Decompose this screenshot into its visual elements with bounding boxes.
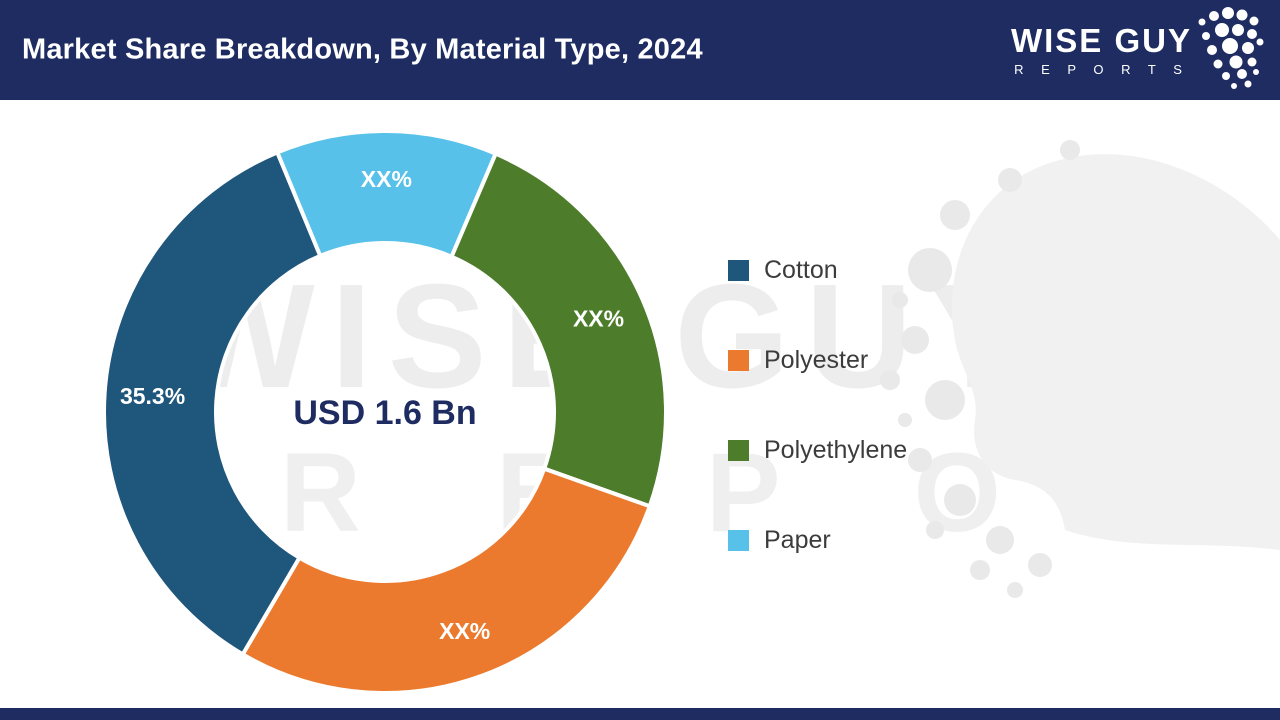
donut-segment-cotton	[102, 150, 323, 657]
legend: Cotton Polyester Polyethylene Paper	[728, 255, 907, 615]
segment-value-label-polyethylene: XX%	[573, 306, 624, 332]
donut-center-value: USD 1.6 Bn	[293, 394, 476, 432]
segment-value-label-paper: XX%	[361, 166, 412, 192]
donut-segments: 35.3% XX% XX% XX%	[102, 129, 668, 695]
footer-bar	[0, 708, 1280, 720]
brand-logo-text: WISE GUY R E P O R T S	[1010, 22, 1192, 77]
legend-item-polyester: Polyester	[728, 345, 907, 375]
legend-swatch-paper	[728, 529, 749, 551]
head-dots	[880, 140, 1080, 598]
brand-logo: WISE GUY R E P O R T S	[1011, 4, 1268, 96]
legend-label-polyethylene: Polyethylene	[764, 435, 908, 464]
page-title: Market Share Breakdown, By Material Type…	[22, 33, 703, 66]
brand-name: WISE GUY	[1010, 22, 1192, 60]
head-silhouette	[951, 154, 1280, 550]
legend-swatch-polyester	[728, 349, 749, 371]
header-bar: Market Share Breakdown, By Material Type…	[0, 0, 1280, 100]
donut-segment-polyester	[240, 466, 652, 695]
donut-chart-container: 35.3% XX% XX% XX% USD 1.6 Bn	[95, 122, 675, 702]
legend-label-polyester: Polyester	[764, 345, 869, 374]
donut-segment-polyethylene	[449, 151, 668, 509]
legend-label-paper: Paper	[764, 525, 831, 554]
legend-item-polyethylene: Polyethylene	[728, 435, 907, 465]
legend-swatch-polyethylene	[728, 439, 749, 461]
donut-chart: 35.3% XX% XX% XX% USD 1.6 Bn	[102, 129, 668, 695]
brand-subtitle: R E P O R T S	[1014, 61, 1189, 77]
legend-swatch-cotton	[728, 259, 749, 281]
logo-head-dots-icon	[1198, 7, 1264, 89]
segment-value-label-polyester: XX%	[439, 618, 490, 644]
legend-item-paper: Paper	[728, 525, 907, 555]
segment-value-label-cotton: 35.3%	[120, 383, 185, 409]
legend-item-cotton: Cotton	[728, 255, 907, 285]
legend-label-cotton: Cotton	[764, 255, 838, 284]
head-watermark-graphic	[880, 140, 1280, 598]
